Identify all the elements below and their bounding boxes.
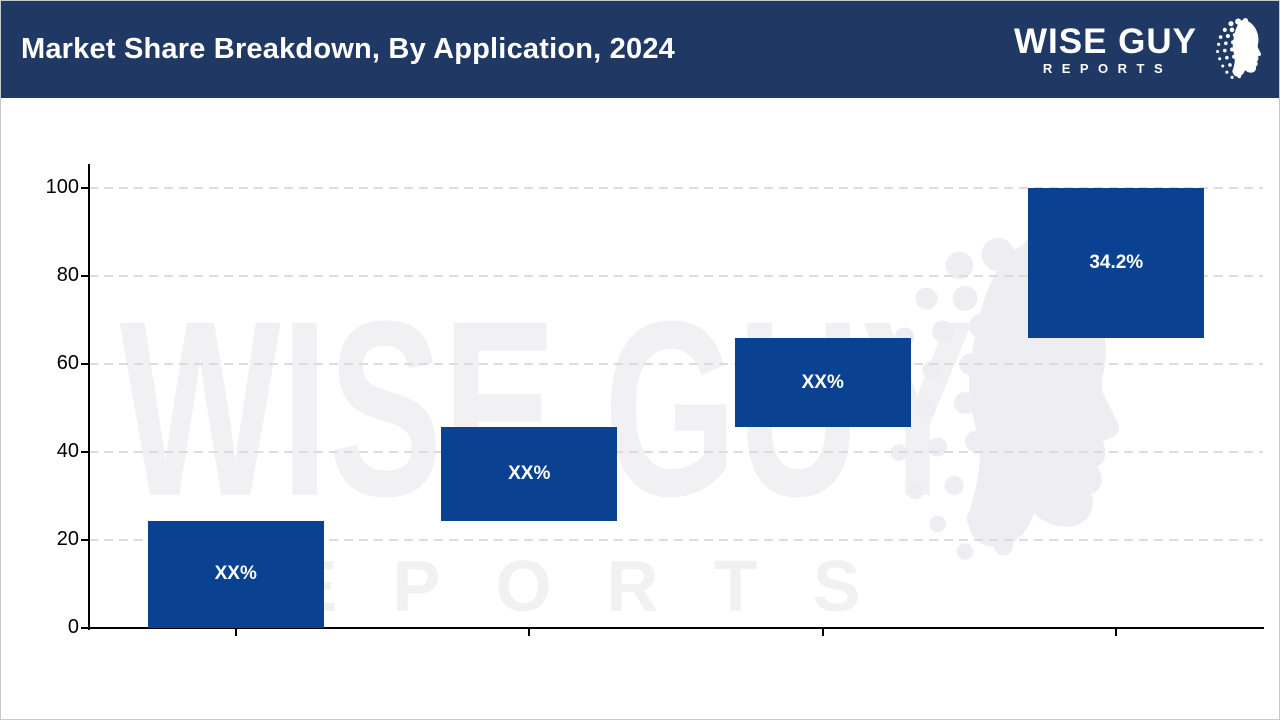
y-tick-label-0: 0 xyxy=(67,616,79,638)
gridline-60 xyxy=(89,363,1263,365)
wise-guy-reports-logo: WISE GUY REPORTS xyxy=(1014,11,1263,89)
gridline-20 xyxy=(89,539,1263,541)
gridline-40 xyxy=(89,451,1263,453)
bar-mining: XX% xyxy=(147,520,324,628)
logo-subtitle: REPORTS xyxy=(1042,61,1173,76)
bar-food-processing: XX% xyxy=(734,338,911,427)
x-tick-mark-2 xyxy=(821,628,824,636)
y-tick-mark-80 xyxy=(81,275,89,277)
y-tick-mark-40 xyxy=(81,451,89,453)
x-tick-mark-0 xyxy=(234,628,237,636)
y-tick-label-80: 80 xyxy=(56,264,79,286)
chart-plot-area: 020406080100XX%MiningXX%ConstructionXX%F… xyxy=(1,98,1279,719)
bar-value-label: XX% xyxy=(508,462,551,484)
y-axis-line xyxy=(88,164,90,630)
gridline-100 xyxy=(89,187,1263,189)
y-tick-mark-0 xyxy=(81,627,89,629)
x-tick-mark-3 xyxy=(1115,628,1118,636)
gridline-80 xyxy=(89,275,1263,277)
y-tick-mark-100 xyxy=(81,187,89,189)
x-axis-line xyxy=(88,627,1264,629)
bar-value-label: XX% xyxy=(214,563,257,585)
bar-value-label: 34.2% xyxy=(1089,252,1144,274)
page-title: Market Share Breakdown, By Application, … xyxy=(21,33,675,65)
x-tick-mark-1 xyxy=(528,628,531,636)
logo-wordmark: WISE GUY xyxy=(1013,22,1197,61)
y-tick-label-100: 100 xyxy=(45,176,79,198)
y-tick-mark-20 xyxy=(81,539,89,541)
logo-text: WISE GUY REPORTS xyxy=(1014,24,1197,75)
bar-logistics: 34.2% xyxy=(1028,188,1205,339)
y-tick-mark-60 xyxy=(81,363,89,365)
y-tick-label-60: 60 xyxy=(56,352,79,374)
header: Market Share Breakdown, By Application, … xyxy=(1,1,1279,98)
y-tick-label-40: 40 xyxy=(56,440,79,462)
bar-value-label: XX% xyxy=(801,371,844,393)
y-tick-label-20: 20 xyxy=(56,528,79,550)
bar-construction: XX% xyxy=(441,426,618,521)
